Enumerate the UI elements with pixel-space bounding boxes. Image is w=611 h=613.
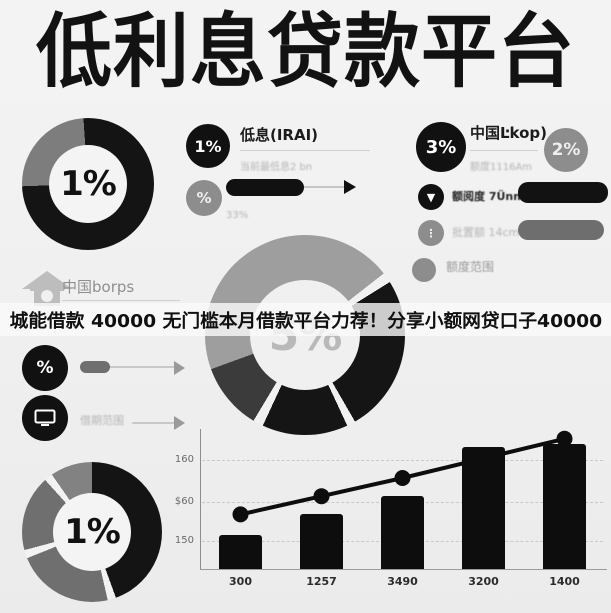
kop-badge-right: 2% [544,128,588,172]
arrow-right-icon-2 [174,361,185,375]
interest-heading: 低息(IRAI) [240,126,319,144]
interest-progress-value: 33% [226,210,249,221]
chart-bar [219,535,262,569]
rate-donut-top-left: 1% [22,118,154,250]
arrow-right-icon [344,180,356,194]
download-icon: ▼ [418,184,444,210]
chart-trend-point [394,470,411,486]
kop-heading: 中国Ŀkop) [470,124,548,142]
rate-donut-top-left-value: 1% [60,164,117,204]
interest-divider [240,150,370,151]
borps-divider [62,300,180,301]
kop-list-item-3-label: 额度范围 [446,260,495,274]
percent-badge-a: % [186,180,222,216]
rate-donut-bottom-left: 1% [22,462,162,602]
overlay-caption: 城能借款 40000 无门槛本月借款平台力荐！分享小额网贷口子40000 [0,303,611,336]
kop-badge-right-value: 2% [551,140,581,160]
monitor-glyph [34,409,56,426]
house-icon [22,271,72,306]
borps-row-2-track [132,422,178,424]
info-icon: ⋮ [418,220,444,246]
arrow-right-icon-3 [174,416,185,430]
page-title-banner: 低利息贷款平台 [0,0,611,104]
interest-progress-fill [226,179,304,196]
rate-donut-bottom-left-center: 1% [53,493,131,571]
rate-donut-bottom-left-value: 1% [64,512,121,552]
kop-badge-left-value: 3% [425,136,457,158]
borps-heading: 中国borps [62,278,135,296]
rate-donut-top-left-center: 1% [49,145,127,223]
borps-row-1-track [80,366,178,368]
chart-y-tick-label: $60 [174,495,194,507]
kop-list-item-1-bar [518,182,608,203]
chart-x-tick-label: 1400 [549,575,580,588]
chart-x-tick-label: 3490 [387,575,418,588]
chart-bar [462,446,505,569]
chart-x-tick-label: 1257 [306,575,337,588]
dot-icon [412,258,436,282]
interest-rate-badge-value: 1% [194,136,222,156]
kop-list-item-2-bar [518,220,604,240]
chart-bar [300,514,343,569]
monitor-icon [22,395,68,441]
borps-row-2-label: 借期范围 [80,414,124,427]
kop-subtitle: 额度1116Am [470,162,533,173]
chart-bar [381,496,424,569]
borps-row-1-fill [80,361,110,373]
chart-x-tick-label: 300 [229,575,252,588]
chart-x-tick-label: 3200 [468,575,499,588]
chart-trend-point [232,506,249,523]
chart-y-axis [200,429,201,569]
kop-badge-left: 3% [416,122,466,172]
kop-list-item-1-label: 额阅度 7Ünm [452,190,525,203]
percent-badge-a-label: % [196,189,212,207]
interest-subtitle: 当前最低息2 bn [240,162,313,173]
kop-list-item-2-label: 批置额 14cm [452,226,520,239]
kop-divider [470,150,538,151]
bar-chart: 160 $60 150 300 1257 3490 3200 1400 [150,425,611,613]
chart-y-tick-label: 160 [174,453,194,465]
page-title: 低利息贷款平台 [36,4,575,99]
chart-bar [543,444,586,569]
chart-y-tick-label: 150 [174,535,194,546]
chart-x-axis [200,569,607,570]
interest-rate-badge: 1% [186,124,230,168]
percent-icon: % [22,345,68,391]
overlay-caption-text: 城能借款 40000 无门槛本月借款平台力荐！分享小额网贷口子40000 [9,310,602,332]
